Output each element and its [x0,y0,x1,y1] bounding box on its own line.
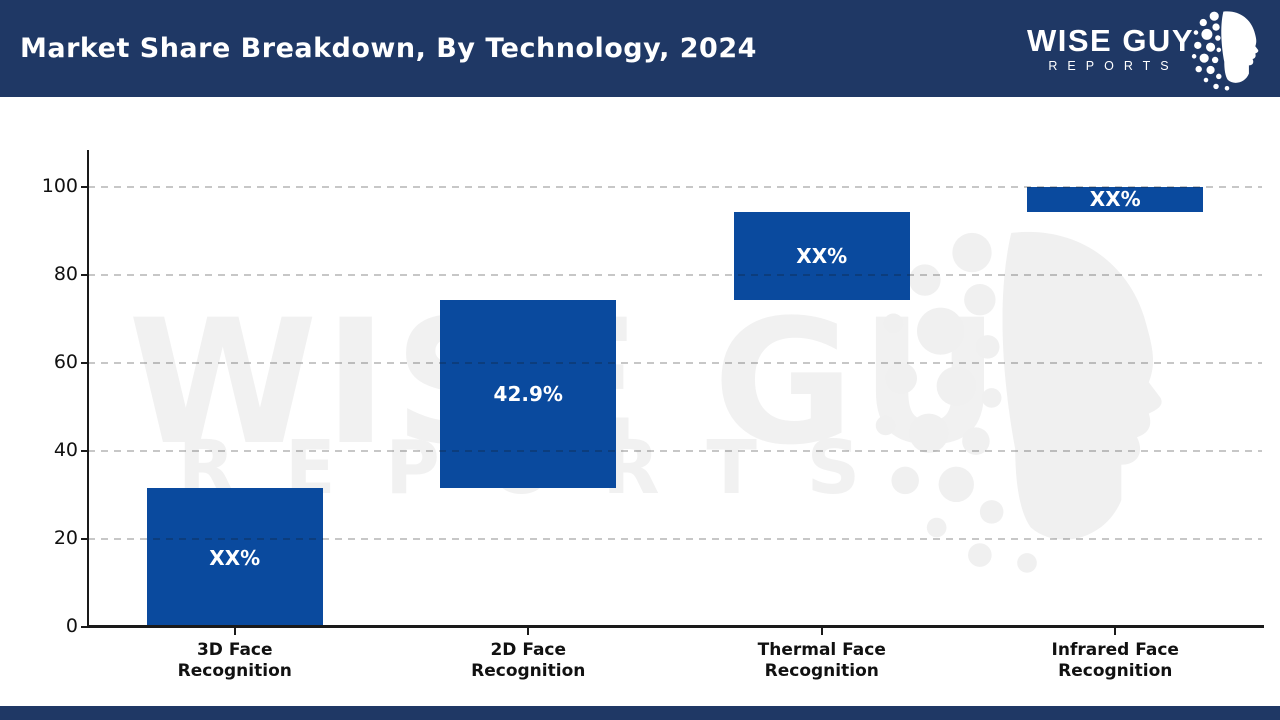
gridline [88,274,1262,276]
x-tick-mark [527,628,530,635]
y-tick-mark [81,274,88,276]
logo: WISE GUY REPORTS [1027,7,1280,91]
bar: XX% [146,488,323,627]
x-category-label: 2D Face Recognition [471,640,586,681]
y-tick-label: 100 [41,175,78,197]
x-tick-mark [1114,628,1117,635]
y-tick-mark [81,626,88,628]
header-bar: Market Share Breakdown, By Technology, 2… [0,0,1280,97]
watermark-face-icon [875,231,1162,573]
x-tick-mark [820,628,823,635]
gridline [88,186,1262,188]
gridline [88,450,1262,452]
y-axis-line [87,150,89,627]
logo-face-icon [1191,10,1259,91]
y-tick-mark [81,362,88,364]
x-tick-mark [233,628,236,635]
y-tick-label: 60 [53,351,78,373]
gridline [88,538,1262,540]
bar-value-label: 42.9% [493,382,563,406]
bar-value-label: XX% [209,545,261,570]
bar-value-label: XX% [796,243,848,268]
x-category-label: Thermal Face Recognition [757,640,886,681]
logo-text: WISE GUY REPORTS [1026,22,1194,73]
x-category-label: Infrared Face Recognition [1051,640,1179,681]
footer-bar [0,706,1280,720]
x-category-label: 3D Face Recognition [177,640,292,681]
plot-area: 0 20 40 60 80 100 XX% 3D Face Recognition 42.9% 2D… [0,97,1280,706]
bar: XX% [1027,187,1204,212]
y-tick-label: 0 [65,615,78,637]
bar-value-label: XX% [1089,187,1141,212]
logo-brand-subtitle: REPORTS [1048,58,1179,73]
y-tick-label: 20 [53,527,78,549]
y-tick-label: 80 [53,263,78,285]
y-tick-label: 40 [53,439,78,461]
y-tick-mark [81,538,88,540]
bar: 42.9% [440,299,617,489]
bar: XX% [733,211,910,300]
gridline [88,362,1262,364]
x-axis-line [87,625,1264,628]
y-tick-mark [81,186,88,188]
logo-brand-name: WISE GUY [1026,22,1194,58]
page-title: Market Share Breakdown, By Technology, 2… [20,33,757,64]
y-tick-mark [81,450,88,452]
